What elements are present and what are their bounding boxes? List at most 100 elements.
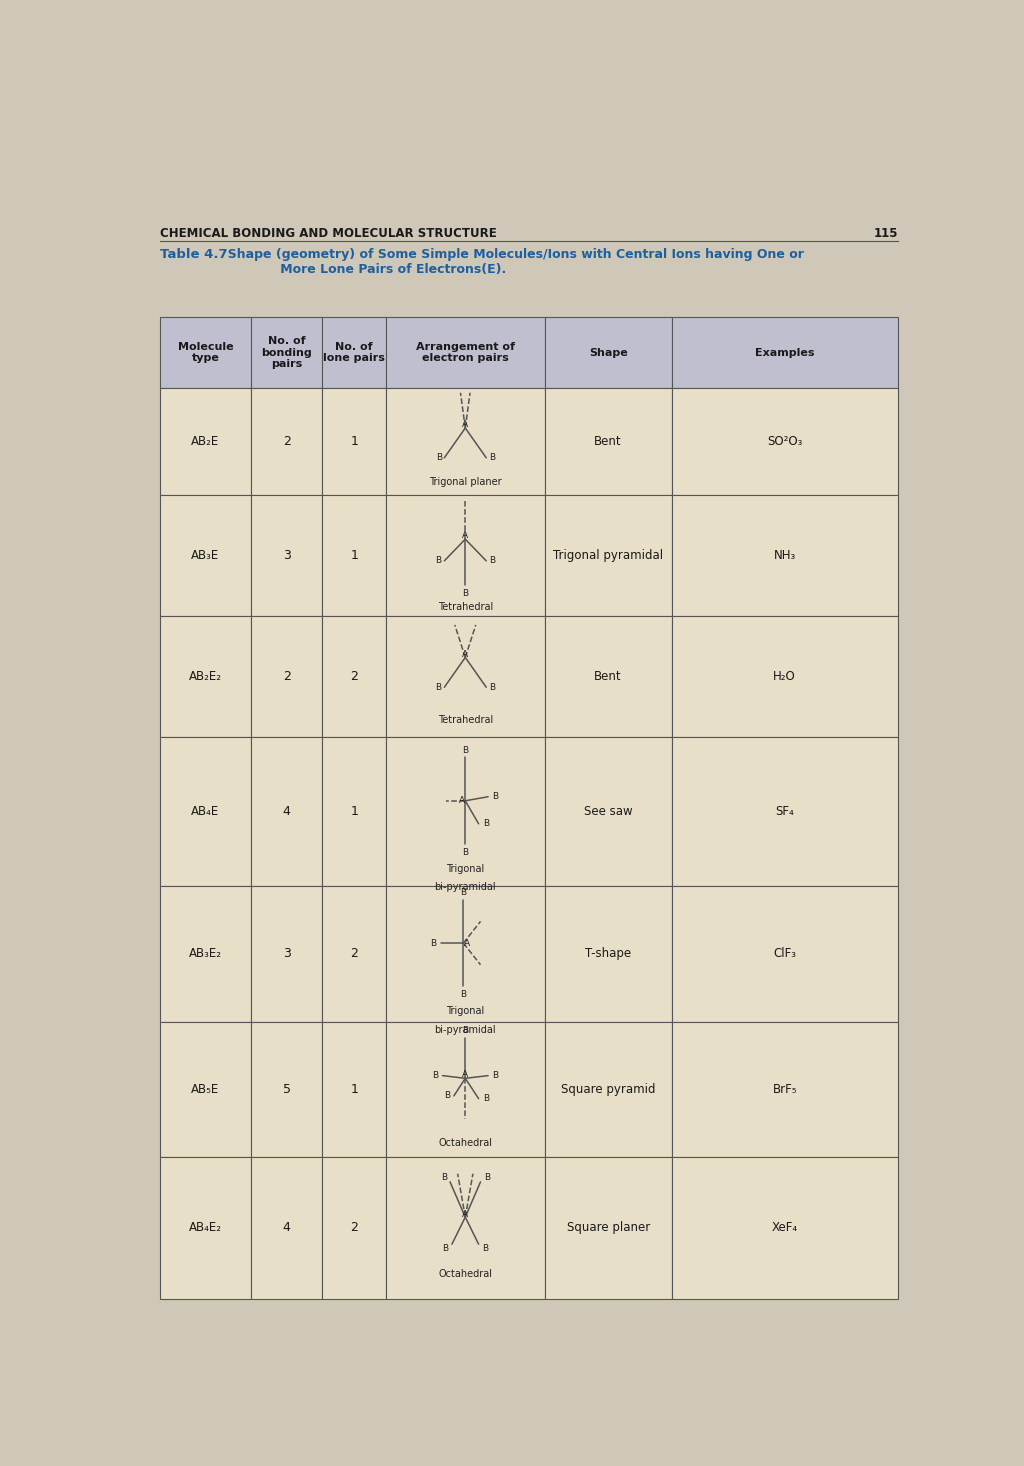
Bar bbox=[323, 388, 386, 496]
Text: B: B bbox=[442, 1245, 449, 1253]
Text: B: B bbox=[440, 1173, 446, 1182]
Bar bbox=[160, 616, 251, 737]
Text: AB₄E: AB₄E bbox=[191, 805, 219, 818]
Bar bbox=[323, 1022, 386, 1157]
Text: Trigonal pyramidal: Trigonal pyramidal bbox=[553, 548, 664, 561]
Text: B: B bbox=[462, 847, 468, 856]
Text: NH₃: NH₃ bbox=[773, 548, 796, 561]
Text: XeF₄: XeF₄ bbox=[772, 1221, 798, 1234]
Text: 3: 3 bbox=[283, 947, 291, 960]
Bar bbox=[545, 317, 672, 388]
Text: Examples: Examples bbox=[755, 347, 814, 358]
Text: B: B bbox=[462, 1026, 468, 1035]
Text: Trigonal planer: Trigonal planer bbox=[429, 478, 502, 487]
Text: Table 4.7: Table 4.7 bbox=[160, 248, 227, 261]
Text: SO²O₃: SO²O₃ bbox=[767, 435, 803, 449]
Bar bbox=[323, 737, 386, 887]
Bar bbox=[386, 616, 545, 737]
Text: Arrangement of
electron pairs: Arrangement of electron pairs bbox=[416, 342, 515, 364]
Text: CHEMICAL BONDING AND MOLECULAR STRUCTURE: CHEMICAL BONDING AND MOLECULAR STRUCTURE bbox=[160, 227, 497, 240]
Text: B: B bbox=[443, 1091, 450, 1101]
Text: Shape: Shape bbox=[589, 347, 628, 358]
Text: A: A bbox=[462, 421, 468, 430]
Text: T-shape: T-shape bbox=[585, 947, 631, 960]
Text: Octahedral: Octahedral bbox=[438, 1270, 493, 1278]
Text: A: A bbox=[462, 649, 468, 658]
Text: A: A bbox=[462, 1070, 468, 1079]
Bar bbox=[672, 1022, 898, 1157]
Bar bbox=[672, 1157, 898, 1299]
Bar bbox=[251, 388, 323, 496]
Text: Square pyramid: Square pyramid bbox=[561, 1083, 655, 1095]
Text: Trigonal: Trigonal bbox=[446, 863, 484, 874]
Text: Molecule
type: Molecule type bbox=[177, 342, 233, 364]
Text: 4: 4 bbox=[283, 1221, 291, 1234]
Text: B: B bbox=[488, 453, 495, 462]
Text: A: A bbox=[464, 938, 470, 947]
Text: No. of
bonding
pairs: No. of bonding pairs bbox=[261, 336, 312, 369]
Bar bbox=[323, 1157, 386, 1299]
Text: A: A bbox=[462, 531, 468, 541]
Text: B: B bbox=[430, 938, 436, 947]
Text: 2: 2 bbox=[283, 435, 291, 449]
Text: A: A bbox=[459, 796, 465, 805]
Bar bbox=[545, 737, 672, 887]
Bar bbox=[251, 887, 323, 1022]
Text: B: B bbox=[482, 1245, 488, 1253]
Text: AB₂E: AB₂E bbox=[191, 435, 219, 449]
Bar bbox=[251, 1022, 323, 1157]
Text: Tetrahedral: Tetrahedral bbox=[437, 603, 493, 611]
Bar bbox=[545, 616, 672, 737]
Bar bbox=[323, 887, 386, 1022]
Bar bbox=[386, 388, 545, 496]
Text: BrF₅: BrF₅ bbox=[772, 1083, 797, 1095]
Text: 2: 2 bbox=[283, 670, 291, 683]
Bar bbox=[251, 737, 323, 887]
Text: B: B bbox=[489, 683, 496, 692]
Text: Bent: Bent bbox=[594, 670, 622, 683]
Text: B: B bbox=[482, 1094, 488, 1102]
Text: 1: 1 bbox=[350, 805, 358, 818]
Text: Tetrahedral: Tetrahedral bbox=[437, 715, 493, 724]
Text: 1: 1 bbox=[350, 548, 358, 561]
Bar bbox=[386, 1157, 545, 1299]
Text: 2: 2 bbox=[350, 670, 358, 683]
Text: 1: 1 bbox=[350, 435, 358, 449]
Bar bbox=[251, 317, 323, 388]
Text: B: B bbox=[461, 888, 467, 897]
Bar bbox=[545, 887, 672, 1022]
Text: Octahedral: Octahedral bbox=[438, 1138, 493, 1148]
Bar bbox=[160, 496, 251, 616]
Text: 115: 115 bbox=[873, 227, 898, 240]
Text: H₂O: H₂O bbox=[773, 670, 796, 683]
Text: 1: 1 bbox=[350, 1083, 358, 1095]
Text: Square planer: Square planer bbox=[566, 1221, 650, 1234]
Bar bbox=[545, 1022, 672, 1157]
Bar bbox=[251, 1157, 323, 1299]
Text: Shape (geometry) of Some Simple Molecules/Ions with Central Ions having One or
 : Shape (geometry) of Some Simple Molecule… bbox=[219, 248, 804, 276]
Text: B: B bbox=[435, 556, 441, 566]
Text: Trigonal: Trigonal bbox=[446, 1006, 484, 1016]
Bar bbox=[672, 887, 898, 1022]
Bar bbox=[672, 616, 898, 737]
Text: B: B bbox=[435, 453, 441, 462]
Text: AB₅E: AB₅E bbox=[191, 1083, 219, 1095]
Bar bbox=[386, 1022, 545, 1157]
Bar bbox=[323, 496, 386, 616]
Bar bbox=[323, 317, 386, 388]
Text: B: B bbox=[489, 556, 496, 566]
Bar bbox=[672, 496, 898, 616]
Bar bbox=[160, 317, 251, 388]
Text: 2: 2 bbox=[350, 947, 358, 960]
Bar bbox=[386, 887, 545, 1022]
Text: B: B bbox=[462, 589, 468, 598]
Bar bbox=[323, 616, 386, 737]
Text: 4: 4 bbox=[283, 805, 291, 818]
Bar bbox=[160, 737, 251, 887]
Text: No. of
lone pairs: No. of lone pairs bbox=[324, 342, 385, 364]
Text: AB₄E₂: AB₄E₂ bbox=[188, 1221, 222, 1234]
Text: B: B bbox=[493, 1072, 499, 1080]
Bar bbox=[160, 1022, 251, 1157]
Text: B: B bbox=[483, 1173, 489, 1182]
Text: AB₃E₂: AB₃E₂ bbox=[188, 947, 222, 960]
